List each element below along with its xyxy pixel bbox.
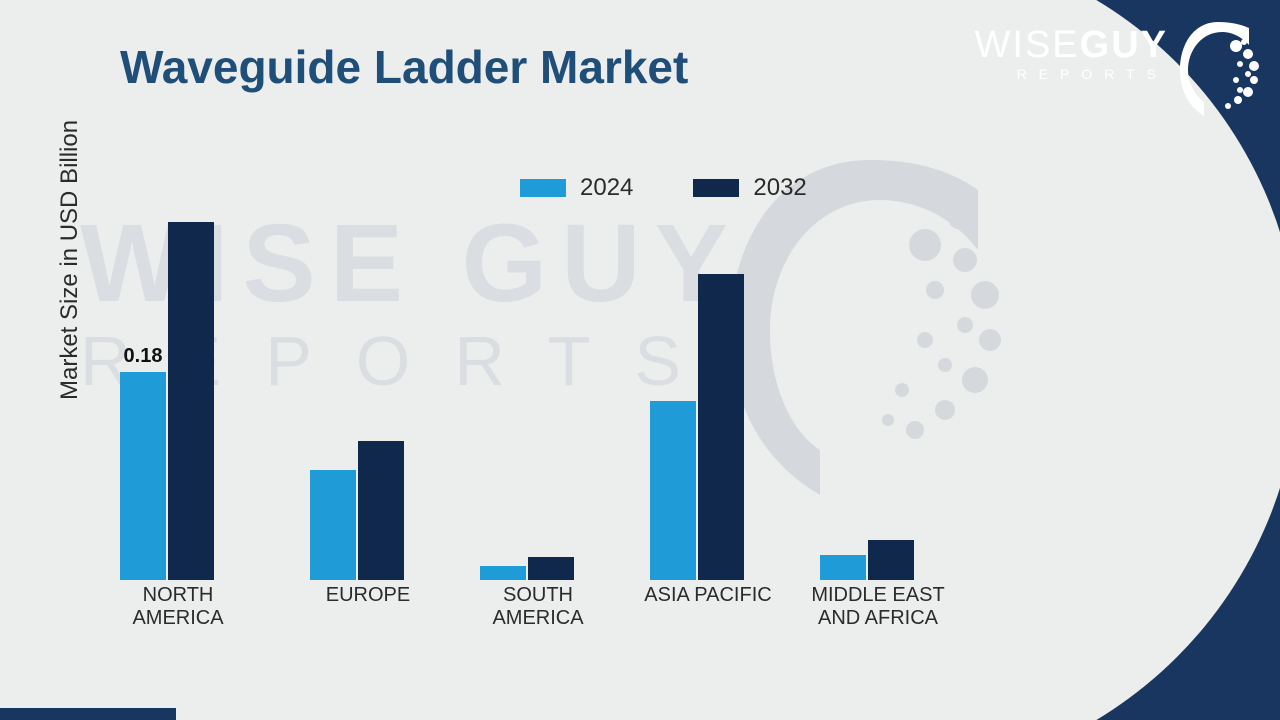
category-label: ASIA PACIFIC xyxy=(633,584,783,607)
category-label: SOUTH AMERICA xyxy=(463,584,613,630)
brand-guy: GUY xyxy=(1080,24,1168,66)
brand-wise: WISE xyxy=(975,24,1080,66)
bar-2024 xyxy=(480,566,526,580)
brand-logo: WISEGUY REPORTS xyxy=(975,26,1168,82)
bar-2024 xyxy=(120,372,166,580)
bar-2032 xyxy=(528,557,574,580)
brand-line2: REPORTS xyxy=(975,66,1168,82)
bar-2032 xyxy=(358,441,404,580)
legend-label: 2024 xyxy=(580,174,633,202)
category-label: NORTH AMERICA xyxy=(103,584,253,630)
chart-plot-area: 0.18 xyxy=(110,210,940,580)
stage: WISE GUY REPORTS Waveguide Ladder Market… xyxy=(0,0,1280,720)
bar-2032 xyxy=(868,540,914,580)
y-axis-label: Market Size in USD Billion xyxy=(56,120,84,400)
legend-swatch-2024 xyxy=(520,179,566,197)
bar-value-label: 0.18 xyxy=(113,345,173,368)
category-label: EUROPE xyxy=(293,584,443,607)
bar-2024 xyxy=(310,470,356,580)
chart-legend: 2024 2032 xyxy=(520,174,807,202)
logo-head-icon xyxy=(1178,20,1264,120)
bar-2032 xyxy=(698,274,744,580)
legend-item: 2032 xyxy=(693,174,806,202)
legend-item: 2024 xyxy=(520,174,633,202)
brand-line1: WISEGUY xyxy=(975,26,1168,64)
bar-2024 xyxy=(650,401,696,580)
bar-2024 xyxy=(820,555,866,580)
legend-label: 2032 xyxy=(753,174,806,202)
bottom-accent-bar xyxy=(0,708,176,720)
chart-title: Waveguide Ladder Market xyxy=(120,40,688,94)
category-label: MIDDLE EAST AND AFRICA xyxy=(803,584,953,630)
legend-swatch-2032 xyxy=(693,179,739,197)
bar-2032 xyxy=(168,222,214,580)
